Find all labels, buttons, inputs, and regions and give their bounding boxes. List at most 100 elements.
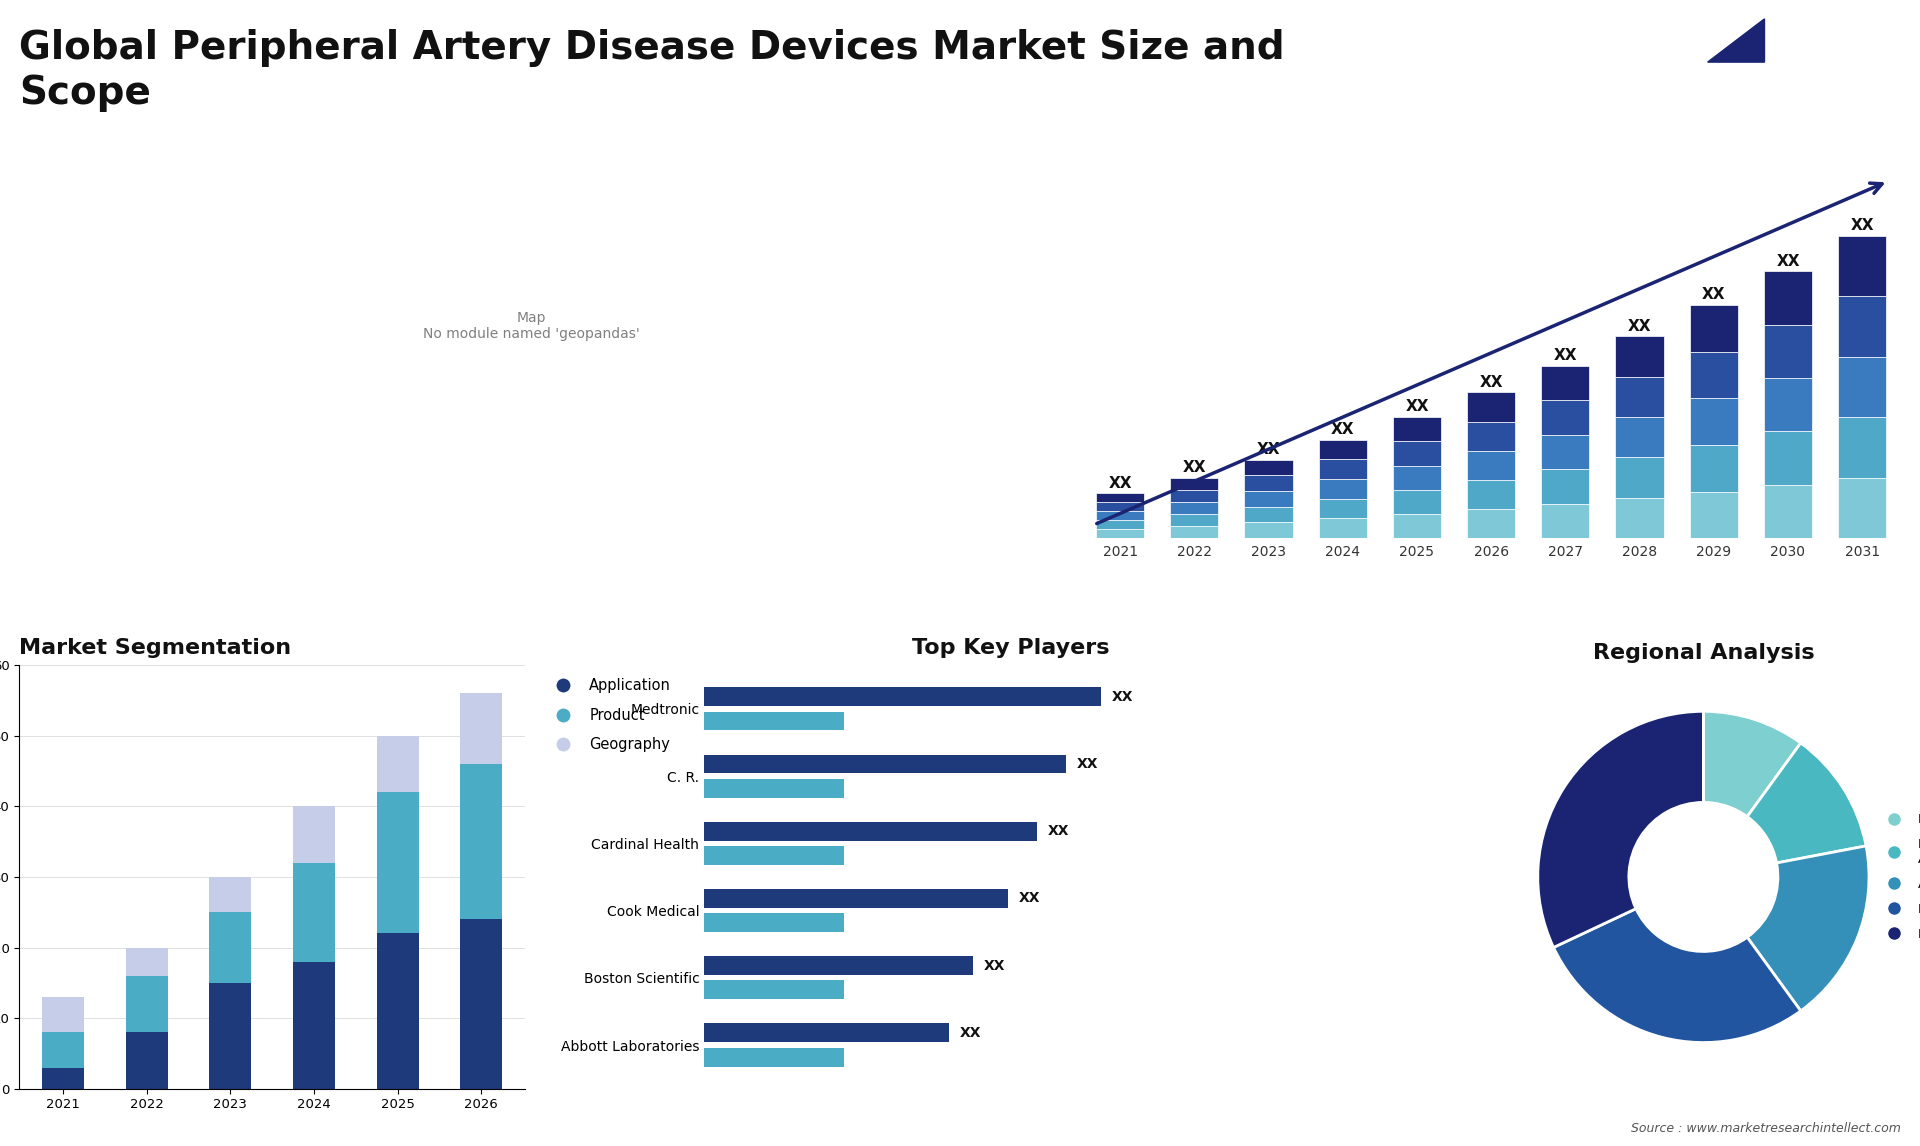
Bar bbox=[42, 997, 84, 1033]
Bar bbox=[461, 693, 503, 764]
Text: XX: XX bbox=[1405, 400, 1428, 415]
Bar bbox=[1690, 445, 1738, 492]
Wedge shape bbox=[1703, 712, 1801, 817]
Wedge shape bbox=[1747, 743, 1866, 863]
Bar bbox=[705, 712, 845, 730]
Text: XX: XX bbox=[983, 959, 1004, 973]
Wedge shape bbox=[1747, 846, 1868, 1011]
Bar bbox=[1392, 441, 1442, 465]
Bar bbox=[1171, 502, 1219, 513]
Bar bbox=[1615, 457, 1665, 497]
Bar bbox=[1542, 469, 1590, 503]
Text: XX: XX bbox=[1183, 460, 1206, 474]
Bar bbox=[1764, 378, 1812, 431]
Bar bbox=[294, 863, 334, 961]
Title: Top Key Players: Top Key Players bbox=[912, 638, 1110, 658]
Text: XX: XX bbox=[1077, 758, 1098, 771]
Bar bbox=[294, 961, 334, 1089]
Bar bbox=[1319, 518, 1367, 539]
Bar bbox=[127, 1033, 167, 1089]
Bar bbox=[127, 948, 167, 975]
Bar bbox=[1764, 431, 1812, 485]
Bar bbox=[1319, 460, 1367, 479]
Text: XX: XX bbox=[1480, 375, 1503, 390]
Bar bbox=[376, 736, 419, 792]
Bar bbox=[1467, 422, 1515, 450]
Bar bbox=[705, 1047, 845, 1067]
Bar bbox=[1764, 272, 1812, 324]
Text: XX: XX bbox=[1048, 824, 1069, 838]
Bar bbox=[1764, 324, 1812, 378]
Bar bbox=[1171, 489, 1219, 502]
Bar bbox=[1244, 476, 1292, 492]
Bar bbox=[1837, 478, 1885, 539]
Bar bbox=[705, 889, 1008, 908]
Text: Market Segmentation: Market Segmentation bbox=[19, 638, 292, 658]
Bar bbox=[1764, 485, 1812, 539]
Bar bbox=[376, 792, 419, 933]
Bar bbox=[209, 877, 252, 912]
Bar bbox=[1690, 492, 1738, 539]
Bar bbox=[705, 822, 1037, 841]
Bar bbox=[1615, 497, 1665, 539]
Title: Regional Analysis: Regional Analysis bbox=[1592, 643, 1814, 662]
Bar bbox=[705, 688, 1102, 706]
Bar bbox=[1690, 305, 1738, 352]
Polygon shape bbox=[1645, 18, 1764, 62]
Text: XX: XX bbox=[1331, 422, 1354, 437]
Text: XX: XX bbox=[1112, 690, 1133, 704]
Text: XX: XX bbox=[1258, 442, 1281, 457]
Bar bbox=[1467, 392, 1515, 422]
Text: XX: XX bbox=[960, 1026, 981, 1039]
Wedge shape bbox=[1553, 909, 1801, 1043]
Bar bbox=[209, 912, 252, 983]
Text: MARKET
RESEARCH
INTELLECT: MARKET RESEARCH INTELLECT bbox=[1799, 56, 1860, 95]
Legend: Application, Product, Geography: Application, Product, Geography bbox=[543, 673, 678, 759]
Polygon shape bbox=[1707, 18, 1764, 62]
Text: Global Peripheral Artery Disease Devices Market Size and
Scope: Global Peripheral Artery Disease Devices… bbox=[19, 29, 1284, 112]
Bar bbox=[1244, 492, 1292, 507]
Bar bbox=[705, 846, 845, 865]
Bar bbox=[1467, 509, 1515, 539]
Text: XX: XX bbox=[1108, 476, 1133, 490]
Bar bbox=[1244, 507, 1292, 523]
Text: XX: XX bbox=[1553, 348, 1576, 363]
Bar bbox=[1615, 337, 1665, 377]
Bar bbox=[1096, 520, 1144, 529]
Bar bbox=[209, 983, 252, 1089]
Bar bbox=[1392, 513, 1442, 539]
Text: Source : www.marketresearchintellect.com: Source : www.marketresearchintellect.com bbox=[1630, 1122, 1901, 1135]
Bar bbox=[1467, 450, 1515, 480]
Bar bbox=[1690, 352, 1738, 399]
Bar bbox=[1542, 503, 1590, 539]
Bar bbox=[705, 779, 845, 798]
Text: XX: XX bbox=[1851, 218, 1874, 233]
Bar bbox=[705, 981, 845, 999]
Text: XX: XX bbox=[1701, 288, 1726, 303]
Bar bbox=[1244, 523, 1292, 539]
Bar bbox=[294, 807, 334, 863]
Bar bbox=[1837, 356, 1885, 417]
Bar bbox=[705, 956, 973, 975]
Bar bbox=[42, 1068, 84, 1089]
Bar bbox=[461, 764, 503, 919]
Bar bbox=[705, 913, 845, 932]
Bar bbox=[1615, 377, 1665, 417]
Bar bbox=[1837, 417, 1885, 478]
Bar bbox=[1542, 366, 1590, 400]
Bar bbox=[1096, 493, 1144, 502]
Bar bbox=[1542, 400, 1590, 434]
Bar bbox=[1319, 499, 1367, 518]
Bar bbox=[1467, 480, 1515, 509]
Text: XX: XX bbox=[1018, 892, 1041, 905]
Bar bbox=[1244, 460, 1292, 476]
Bar bbox=[1171, 526, 1219, 539]
Text: XX: XX bbox=[1776, 253, 1799, 269]
Bar bbox=[705, 754, 1066, 774]
Bar bbox=[1392, 489, 1442, 513]
Bar bbox=[1096, 511, 1144, 520]
Bar bbox=[1615, 417, 1665, 457]
Bar bbox=[461, 919, 503, 1089]
Wedge shape bbox=[1538, 712, 1703, 948]
Bar bbox=[1837, 236, 1885, 296]
